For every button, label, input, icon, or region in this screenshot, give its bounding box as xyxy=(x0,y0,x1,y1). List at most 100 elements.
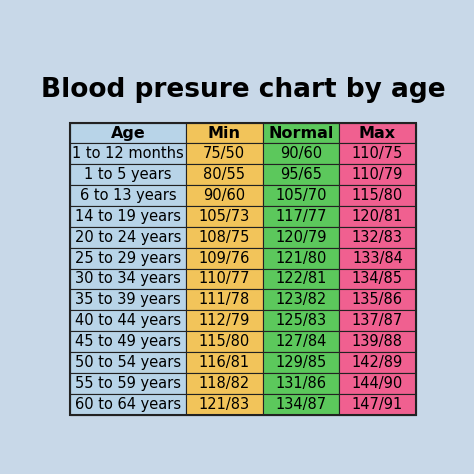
Bar xyxy=(186,394,263,415)
Text: 35 to 39 years: 35 to 39 years xyxy=(75,292,181,307)
Text: 109/76: 109/76 xyxy=(199,251,250,265)
Text: 132/83: 132/83 xyxy=(352,230,403,245)
Bar xyxy=(339,373,416,394)
Text: 111/78: 111/78 xyxy=(199,292,250,307)
Text: 55 to 59 years: 55 to 59 years xyxy=(75,376,181,391)
Bar xyxy=(70,227,186,248)
Bar xyxy=(186,331,263,352)
Bar xyxy=(70,144,186,164)
Bar xyxy=(263,185,339,206)
Text: 90/60: 90/60 xyxy=(280,146,322,161)
Bar xyxy=(186,290,263,310)
Bar xyxy=(339,206,416,227)
Bar xyxy=(263,164,339,185)
Bar xyxy=(263,352,339,373)
Bar xyxy=(339,227,416,248)
Bar xyxy=(263,227,339,248)
Bar xyxy=(186,123,263,144)
Text: 40 to 44 years: 40 to 44 years xyxy=(75,313,181,328)
Text: 1 to 12 months: 1 to 12 months xyxy=(72,146,184,161)
Text: 127/84: 127/84 xyxy=(275,334,327,349)
Text: 20 to 24 years: 20 to 24 years xyxy=(75,230,181,245)
Bar xyxy=(263,123,339,144)
Text: 137/87: 137/87 xyxy=(352,313,403,328)
Text: 112/79: 112/79 xyxy=(199,313,250,328)
Text: 75/50: 75/50 xyxy=(203,146,246,161)
Bar xyxy=(263,206,339,227)
Text: 90/60: 90/60 xyxy=(203,188,246,203)
Text: Blood presure chart by age: Blood presure chart by age xyxy=(41,77,445,103)
Bar xyxy=(339,185,416,206)
Bar xyxy=(339,144,416,164)
Text: 110/75: 110/75 xyxy=(352,146,403,161)
Text: 129/85: 129/85 xyxy=(275,355,327,370)
Text: 133/84: 133/84 xyxy=(352,251,403,265)
Text: 121/83: 121/83 xyxy=(199,397,250,411)
Bar xyxy=(186,248,263,269)
Text: 25 to 29 years: 25 to 29 years xyxy=(75,251,181,265)
Text: 117/77: 117/77 xyxy=(275,209,327,224)
Bar xyxy=(339,352,416,373)
Text: 45 to 49 years: 45 to 49 years xyxy=(75,334,181,349)
Text: 121/80: 121/80 xyxy=(275,251,327,265)
Bar xyxy=(263,310,339,331)
Bar xyxy=(70,164,186,185)
Bar xyxy=(70,123,416,415)
Text: 110/77: 110/77 xyxy=(199,272,250,286)
Text: 125/83: 125/83 xyxy=(275,313,327,328)
Text: 95/65: 95/65 xyxy=(280,167,322,182)
Text: 110/79: 110/79 xyxy=(352,167,403,182)
Bar xyxy=(70,310,186,331)
Text: Normal: Normal xyxy=(268,126,334,140)
Text: 108/75: 108/75 xyxy=(199,230,250,245)
Bar xyxy=(70,352,186,373)
Text: 142/89: 142/89 xyxy=(352,355,403,370)
Text: 131/86: 131/86 xyxy=(275,376,327,391)
Text: 144/90: 144/90 xyxy=(352,376,403,391)
Bar xyxy=(186,352,263,373)
Text: 134/87: 134/87 xyxy=(275,397,327,411)
Text: 123/82: 123/82 xyxy=(275,292,327,307)
Bar xyxy=(70,248,186,269)
Bar xyxy=(339,123,416,144)
Text: Min: Min xyxy=(208,126,241,140)
Bar xyxy=(186,373,263,394)
Bar xyxy=(70,290,186,310)
Bar xyxy=(186,206,263,227)
Bar xyxy=(70,373,186,394)
Bar xyxy=(70,206,186,227)
Bar xyxy=(186,310,263,331)
Bar xyxy=(263,144,339,164)
Bar xyxy=(263,290,339,310)
Bar xyxy=(263,331,339,352)
Text: 116/81: 116/81 xyxy=(199,355,250,370)
Bar xyxy=(186,164,263,185)
Bar xyxy=(339,290,416,310)
Text: 30 to 34 years: 30 to 34 years xyxy=(75,272,181,286)
Bar xyxy=(70,123,186,144)
Bar xyxy=(70,394,186,415)
Text: 135/86: 135/86 xyxy=(352,292,403,307)
Text: 118/82: 118/82 xyxy=(199,376,250,391)
Text: 115/80: 115/80 xyxy=(199,334,250,349)
Bar xyxy=(70,269,186,290)
Bar xyxy=(339,269,416,290)
Text: 80/55: 80/55 xyxy=(203,167,245,182)
Text: 1 to 5 years: 1 to 5 years xyxy=(84,167,172,182)
Bar xyxy=(186,185,263,206)
Text: 105/73: 105/73 xyxy=(199,209,250,224)
Text: 6 to 13 years: 6 to 13 years xyxy=(80,188,176,203)
Text: 120/79: 120/79 xyxy=(275,230,327,245)
Bar xyxy=(186,227,263,248)
Text: Max: Max xyxy=(359,126,396,140)
Bar xyxy=(70,185,186,206)
Text: 120/81: 120/81 xyxy=(352,209,403,224)
Text: 50 to 54 years: 50 to 54 years xyxy=(75,355,181,370)
Bar xyxy=(263,373,339,394)
Bar xyxy=(186,269,263,290)
Bar xyxy=(339,248,416,269)
Text: 14 to 19 years: 14 to 19 years xyxy=(75,209,181,224)
Bar xyxy=(339,394,416,415)
Text: 60 to 64 years: 60 to 64 years xyxy=(75,397,181,411)
Text: 122/81: 122/81 xyxy=(275,272,327,286)
